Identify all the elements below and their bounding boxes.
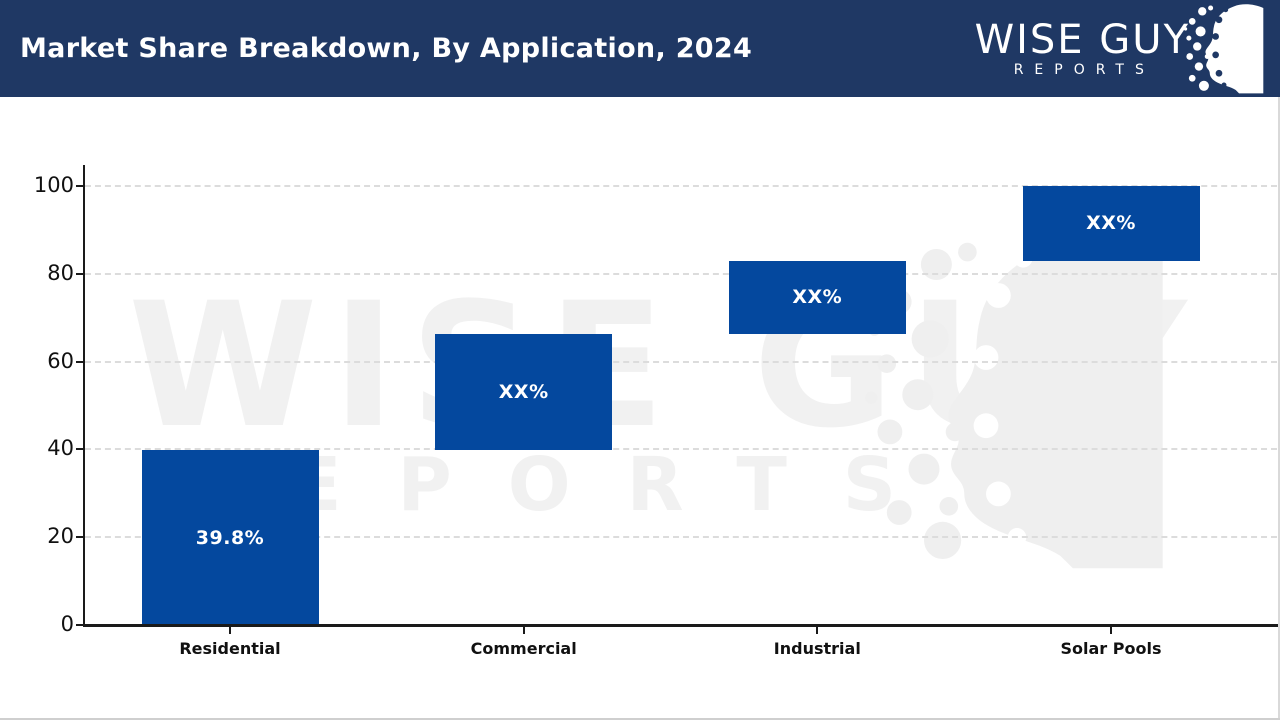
y-tick-label-40: 40 [47, 436, 74, 461]
wiseguy-logo-text: WISE GUY REPORTS [975, 20, 1190, 78]
x-tick-mark-solar-pools [1110, 626, 1112, 634]
x-tick-mark-industrial [816, 626, 819, 634]
wiseguy-logo-wordmark: WISE GUY [974, 16, 1190, 63]
y-tick-label-60: 60 [47, 348, 74, 373]
bar-value-label-commercial: XX% [498, 381, 549, 404]
x-category-label-industrial: Industrial [773, 639, 861, 658]
bar-residential: 39.8% [141, 450, 319, 625]
gridline-40 [85, 448, 1277, 451]
bar-value-label-industrial: XX% [792, 286, 843, 309]
x-category-label-residential: Residential [179, 639, 281, 658]
wiseguy-logo-sub: REPORTS [1013, 61, 1155, 78]
x-category-label-commercial: Commercial [470, 639, 577, 658]
y-tick-mark-80 [76, 272, 84, 275]
page-title: Market Share Breakdown, By Application, … [20, 33, 753, 64]
header-bar: Market Share Breakdown, By Application, … [0, 0, 1280, 97]
bar-solar-pools: XX% [1022, 186, 1200, 261]
y-tick-mark-0 [76, 624, 84, 626]
y-tick-label-0: 0 [60, 611, 74, 636]
bar-industrial: XX% [728, 260, 906, 334]
x-category-label-solar-pools: Solar Pools [1060, 639, 1162, 658]
y-tick-mark-60 [76, 360, 84, 363]
bar-value-label-residential: 39.8% [195, 526, 265, 549]
gridline-20 [85, 536, 1277, 539]
page-right-border [1278, 97, 1280, 720]
y-tick-label-100: 100 [33, 172, 74, 197]
y-tick-label-80: 80 [47, 260, 74, 285]
page-bottom-border [0, 718, 1280, 720]
wiseguy-logo: WISE GUY REPORTS [975, 3, 1272, 95]
y-tick-mark-40 [76, 448, 84, 451]
gridline-80 [85, 272, 1277, 275]
gridline-60 [85, 360, 1277, 363]
bar-value-label-solar-pools: XX% [1086, 212, 1136, 235]
gridline-100 [85, 185, 1277, 187]
y-tick-label-20: 20 [47, 523, 74, 548]
y-tick-mark-100 [76, 185, 84, 187]
y-tick-mark-20 [76, 536, 84, 539]
x-axis-spine [83, 624, 1278, 627]
y-axis-spine [83, 165, 85, 626]
bar-commercial: XX% [435, 333, 613, 451]
x-tick-mark-commercial [522, 626, 525, 634]
x-tick-mark-residential [229, 626, 231, 634]
wiseguy-face-icon [1183, 3, 1264, 93]
